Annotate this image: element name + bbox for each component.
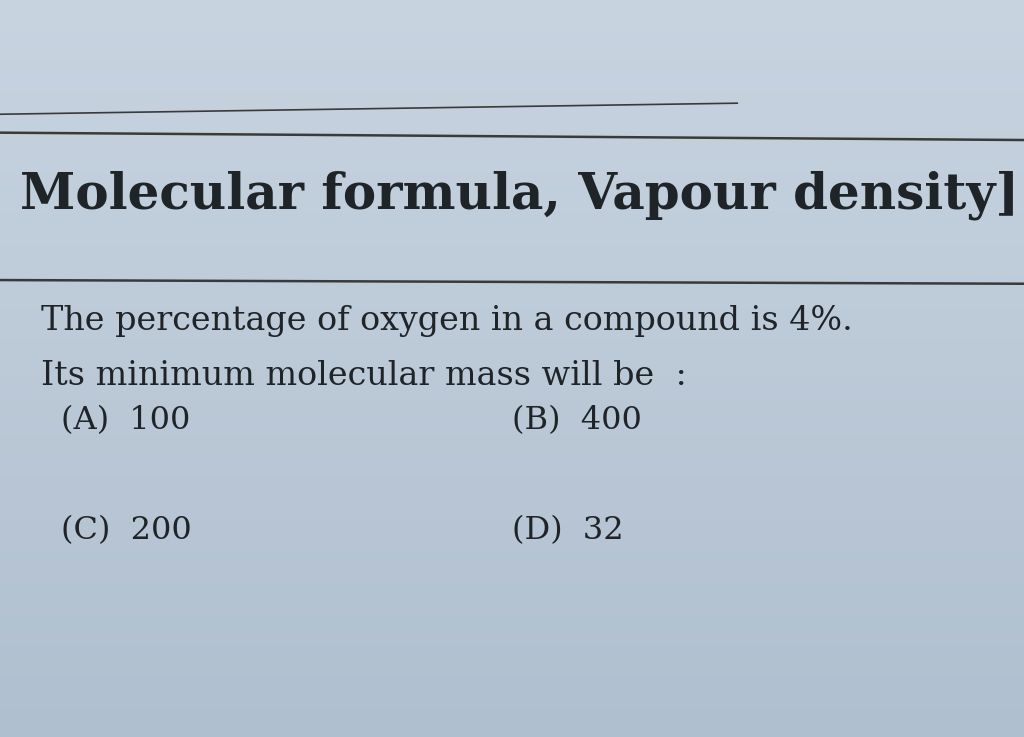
Text: (C)  200: (C) 200 <box>61 515 193 546</box>
Text: (B)  400: (B) 400 <box>512 405 642 436</box>
Text: (D)  32: (D) 32 <box>512 515 624 546</box>
Text: (A)  100: (A) 100 <box>61 405 190 436</box>
Text: Molecular formula, Vapour density]: Molecular formula, Vapour density] <box>20 170 1020 220</box>
Text: The percentage of oxygen in a compound is 4%.: The percentage of oxygen in a compound i… <box>41 304 853 337</box>
Text: Its minimum molecular mass will be  :: Its minimum molecular mass will be : <box>41 360 687 392</box>
